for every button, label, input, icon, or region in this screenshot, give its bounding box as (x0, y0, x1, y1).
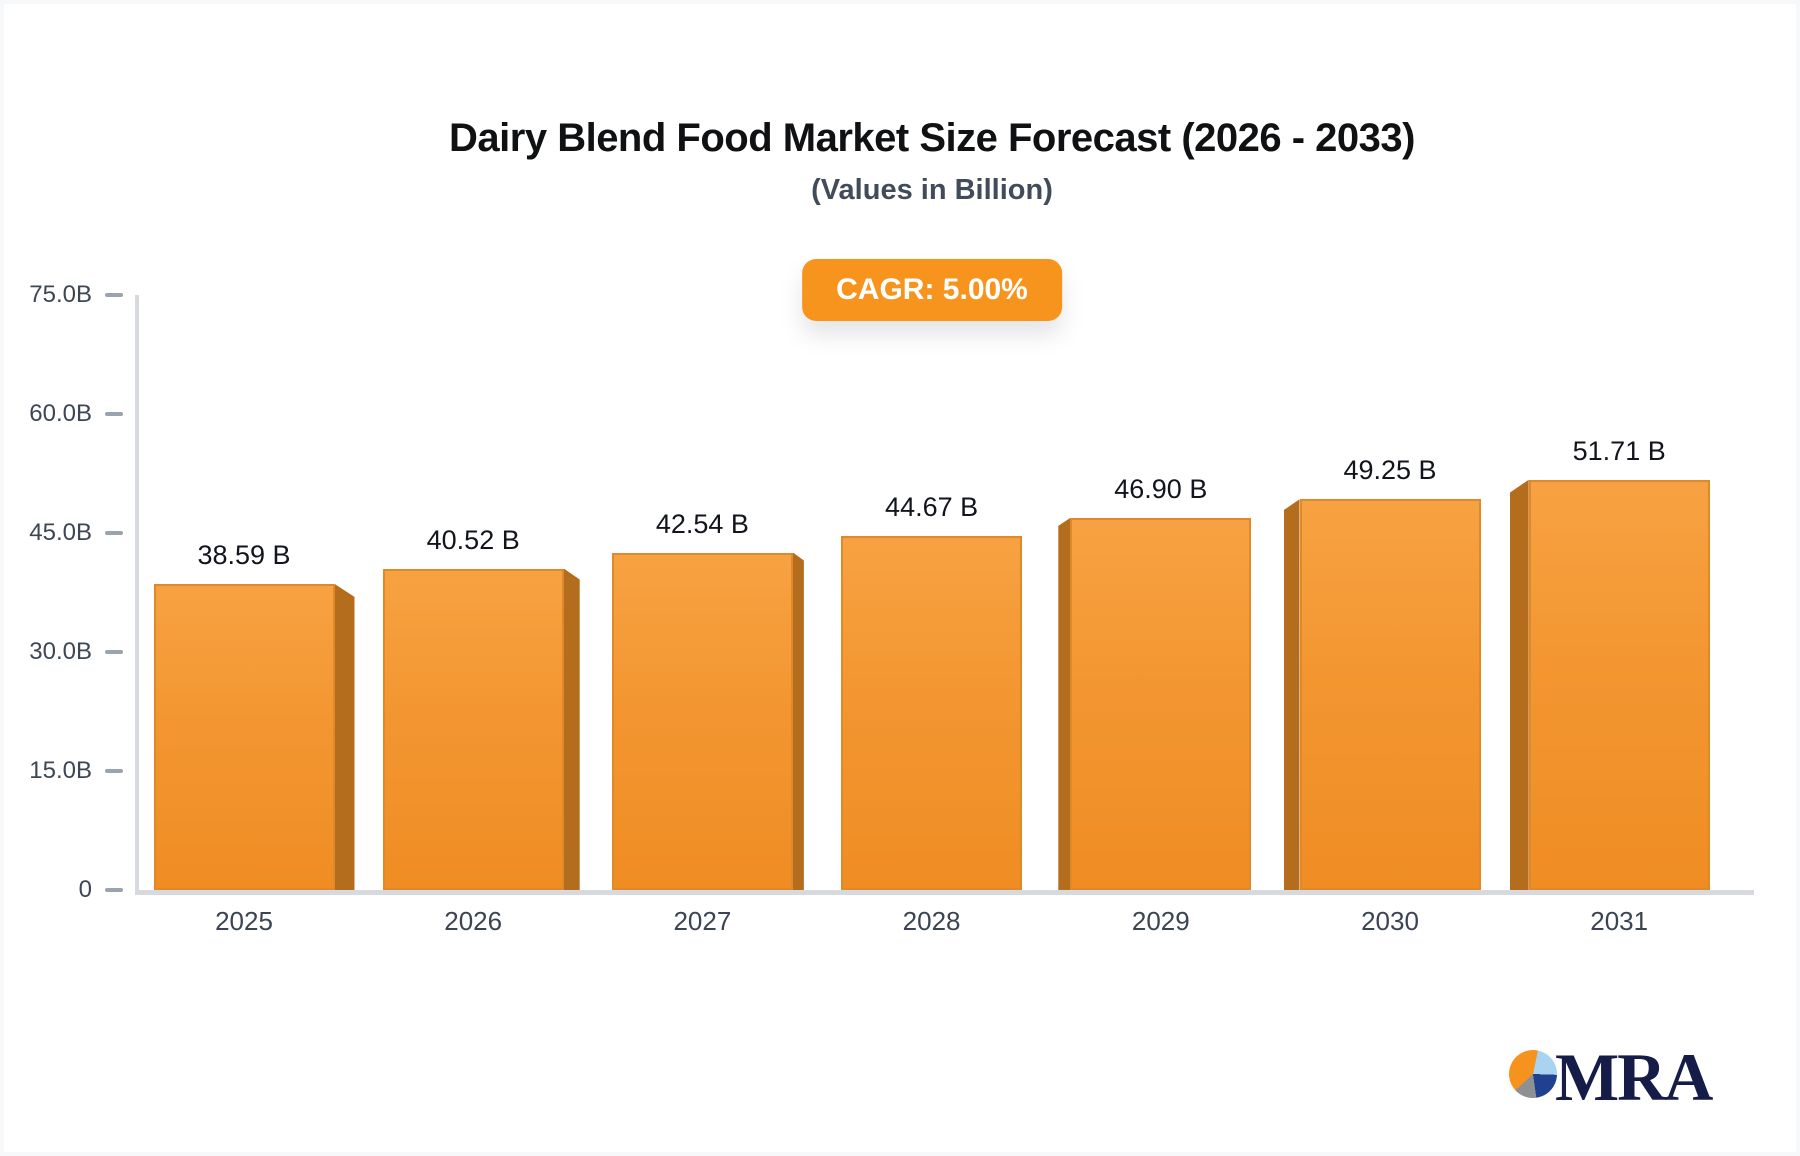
x-axis-label: 2031 (1590, 906, 1649, 936)
y-tick-label: 75.0B (29, 281, 92, 308)
bar-value-label: 44.67 B (885, 491, 979, 522)
y-tick-mark (105, 412, 123, 416)
bar-2026 (382, 568, 564, 890)
bar-3d-side (1283, 499, 1300, 890)
y-tick-mark (105, 293, 123, 297)
bar-value-label: 51.71 B (1572, 435, 1666, 466)
bar-value-label: 40.52 B (426, 524, 520, 555)
y-tick-label: 30.0B (29, 638, 92, 665)
bar-3d-side (563, 568, 580, 890)
bar-value-label: 42.54 B (655, 508, 749, 539)
bar-2031 (1528, 479, 1710, 890)
bar-2030 (1299, 499, 1481, 890)
x-axis-label: 2025 (215, 906, 273, 936)
y-tick-mark (105, 769, 123, 773)
bar-value-label: 49.25 B (1343, 455, 1437, 486)
x-axis-label: 2029 (1131, 906, 1190, 936)
x-axis-line (135, 890, 1754, 895)
bar-2027 (611, 552, 793, 890)
chart-card: Dairy Blend Food Market Size Forecast (2… (4, 4, 1796, 1152)
logo-pie-icon (1509, 1050, 1557, 1098)
cagr-badge: CAGR: 5.00% (802, 259, 1062, 321)
bar-value-label: 38.59 B (197, 539, 291, 570)
brand-logo: MRA (1509, 1039, 1759, 1115)
y-tick-mark (105, 888, 123, 892)
x-axis-label: 2028 (902, 906, 961, 936)
y-tick-mark (105, 531, 123, 535)
y-tick-mark (105, 650, 123, 654)
x-axis-label: 2027 (673, 906, 732, 936)
y-tick-label: 45.0B (29, 519, 92, 546)
chart-title: Dairy Blend Food Market Size Forecast (2… (449, 116, 1415, 160)
x-axis-label: 2030 (1361, 906, 1419, 936)
chart-subtitle: (Values in Billion) (811, 174, 1053, 206)
bar-2028 (841, 535, 1023, 890)
bar-value-label: 46.90 B (1114, 473, 1208, 504)
bar-3d-side (334, 583, 355, 890)
bar-3d-side (792, 552, 804, 890)
bar-2025 (153, 583, 335, 890)
bar-3d-side (1058, 517, 1071, 890)
bar-3d-side (1509, 479, 1529, 890)
bar-2029 (1070, 517, 1252, 890)
y-tick-label: 0 (78, 876, 92, 903)
y-axis-line (135, 295, 139, 890)
logo-text: MRA (1555, 1039, 1713, 1115)
y-tick-label: 60.0B (29, 400, 92, 427)
y-tick-label: 15.0B (29, 757, 92, 784)
x-axis-label: 2026 (444, 906, 503, 936)
plot-area: 75.0B 60.0B 45.0B 30.0B 15.0B 0 38.59 B 40.52 … (4, 4, 1796, 1152)
